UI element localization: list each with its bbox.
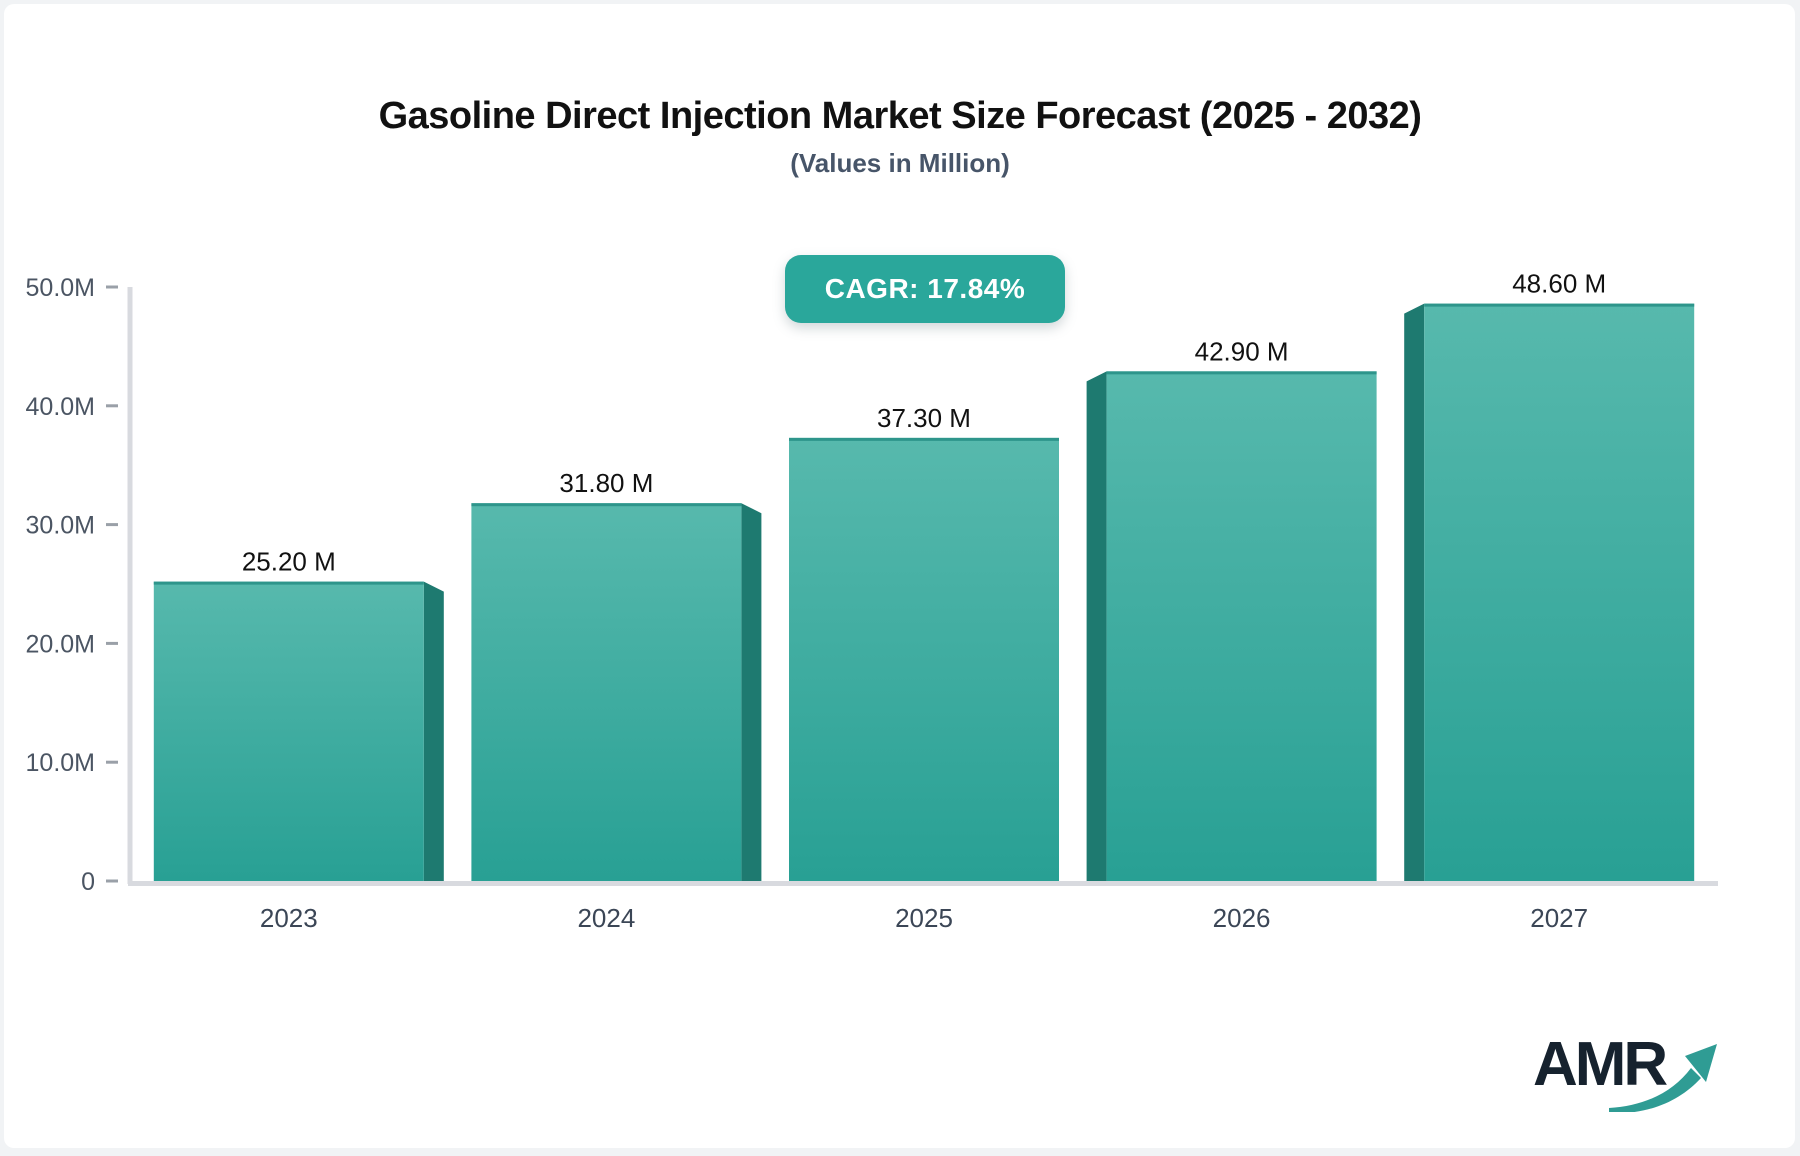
bar <box>471 503 742 881</box>
x-axis-label: 2024 <box>577 903 635 933</box>
swoosh-shape <box>1609 1068 1701 1112</box>
y-axis-tick-label: 40.0M <box>26 393 95 421</box>
bar <box>1106 371 1377 881</box>
bar-top-edge <box>471 503 742 507</box>
y-axis-tick-label: 30.0M <box>26 512 95 540</box>
y-axis-tick-label: 10.0M <box>26 749 95 777</box>
bar-value-label: 25.20 M <box>242 547 336 577</box>
bar-top-edge <box>789 437 1059 441</box>
bar-value-label: 42.90 M <box>1195 336 1289 366</box>
bar-value-label: 48.60 M <box>1512 269 1606 299</box>
bar-top-edge <box>1424 303 1695 307</box>
y-axis-tick-label: 20.0M <box>26 630 95 658</box>
y-axis-tick-label: 0 <box>81 868 95 896</box>
y-axis-tick-label: 50.0M <box>26 274 95 302</box>
arrowhead-shape <box>1685 1044 1717 1082</box>
bar-side-3d <box>1086 371 1107 881</box>
amr-logo-text: AMR <box>1533 1030 1668 1099</box>
chart-title: Gasoline Direct Injection Market Size Fo… <box>378 95 1422 137</box>
amr-logo: AMR <box>1533 1030 1733 1120</box>
x-axis-label: 2027 <box>1530 903 1588 933</box>
bar <box>153 581 424 881</box>
bar-value-label: 37.30 M <box>877 403 971 433</box>
bar <box>789 437 1059 881</box>
bar-value-label: 31.80 M <box>559 468 653 498</box>
x-axis-label: 2023 <box>260 903 318 933</box>
bar-top-edge <box>1106 371 1377 375</box>
bar-side-3d <box>741 503 762 881</box>
cagr-badge: CAGR: 17.84% <box>785 255 1065 323</box>
bar-top-edge <box>153 581 424 585</box>
x-axis-label: 2025 <box>895 903 953 933</box>
x-axis-label: 2026 <box>1213 903 1271 933</box>
bar-side-3d <box>423 581 444 881</box>
bar-side-3d <box>1404 303 1425 882</box>
chart-subtitle: (Values in Million) <box>790 148 1010 178</box>
logo-growth-arrow-icon <box>1609 1044 1717 1112</box>
bar <box>1424 303 1695 882</box>
